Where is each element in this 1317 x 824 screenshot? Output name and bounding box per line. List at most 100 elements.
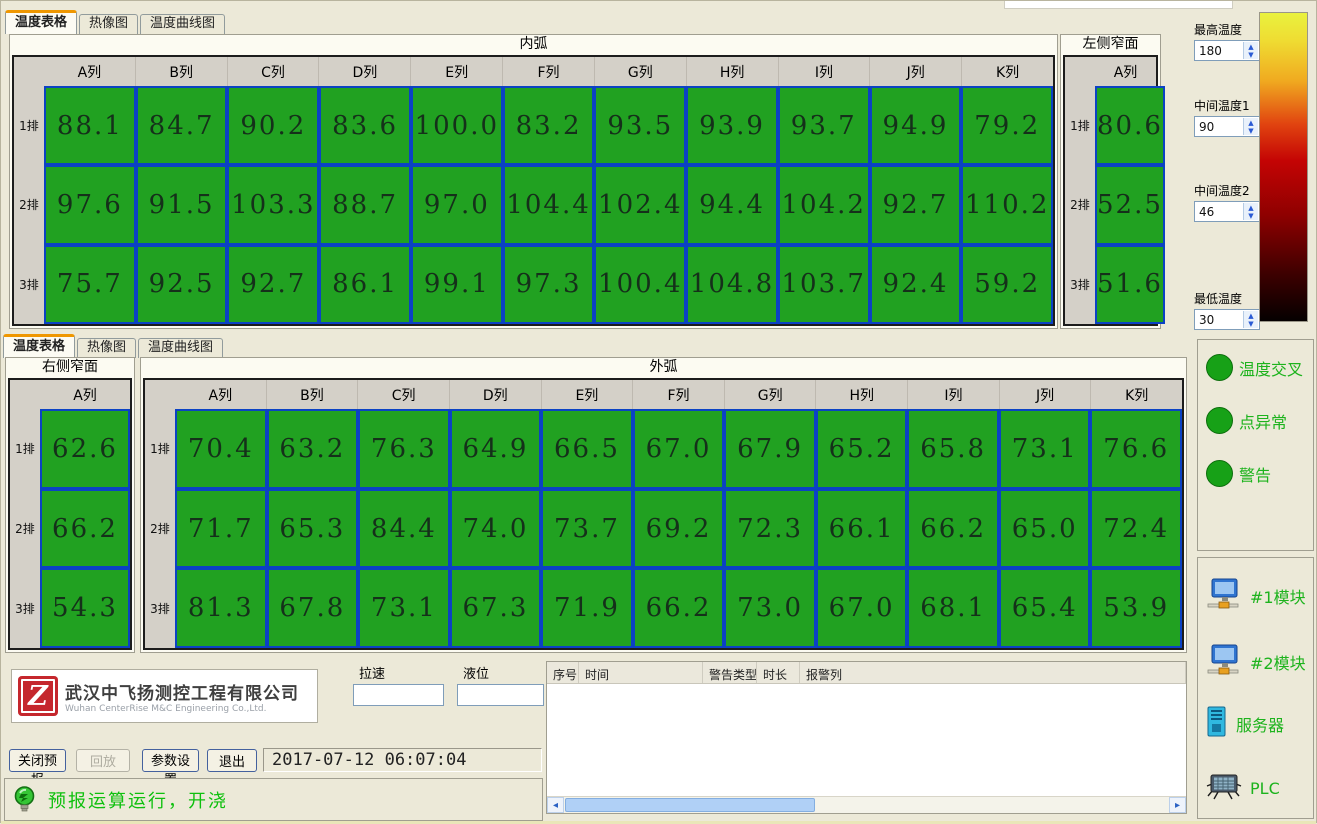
temp-cell: 103.3: [227, 165, 320, 245]
scroll-left-icon[interactable]: ◂: [547, 797, 564, 813]
column-header: F列: [633, 380, 725, 409]
liquid-level-label: 液位: [463, 667, 490, 682]
corner-cell: [1065, 57, 1095, 86]
column-header: J列: [999, 380, 1092, 409]
spinner-down-icon[interactable]: ▼: [1248, 50, 1254, 59]
status-light-icon: [1206, 407, 1233, 434]
temp-cell: 67.8: [266, 568, 359, 649]
table-header-row: A列 B列 C列 D列 E列 F列 G列 H列 I列 J列 K列: [145, 380, 1183, 409]
temp-cell: 81.3: [175, 568, 267, 649]
param-settings-button[interactable]: 参数设置: [142, 749, 199, 788]
col-duration[interactable]: 时长: [757, 662, 800, 683]
temp-cell: 73.1: [358, 568, 450, 649]
temp-cell: 66.2: [632, 568, 725, 649]
status-bar: 预报运算运行，开浇: [4, 778, 543, 821]
mid-temp2-label: 中间温度2: [1194, 184, 1250, 198]
temp-cell: 53.9: [1090, 568, 1183, 649]
temp-cell: 83.6: [319, 86, 411, 166]
corner-cell: [145, 380, 175, 409]
table-row: 3排 81.3 67.8 73.1 67.3 71.9 66.2 73.0 67.0 68.1 65…: [145, 568, 1183, 649]
corner-cell: [10, 380, 40, 409]
table-row: 2排 52.5: [1065, 165, 1165, 245]
tab-temp-table[interactable]: 温度表格: [3, 334, 76, 358]
temp-cell: 79.2: [961, 86, 1054, 166]
temp-cell: 94.9: [869, 86, 962, 166]
row-label: 2排: [14, 165, 44, 245]
inner-arc-table: A列 B列 C列 D列 E列 F列 G列 H列 I列 J列 K列 1排 88.1 84.7 90.2 83.6…: [12, 55, 1055, 326]
scroll-right-icon[interactable]: ▸: [1169, 797, 1186, 813]
temp-cell: 86.1: [319, 244, 411, 324]
column-header: A列: [44, 57, 136, 86]
min-temp-spinner[interactable]: 30 ▲ ▼: [1194, 309, 1260, 330]
temp-cell: 68.1: [907, 568, 999, 649]
temp-cell: 65.2: [815, 409, 908, 489]
temp-cell: 102.4: [594, 165, 687, 245]
status-light-icon: [1206, 354, 1233, 381]
temp-cell: 103.7: [777, 244, 870, 324]
close-forecast-button[interactable]: 关闭预报: [9, 749, 66, 788]
col-seq[interactable]: 序号: [547, 662, 579, 683]
col-alarm-column[interactable]: 报警列: [800, 662, 1186, 683]
temp-cell: 104.2: [777, 165, 870, 245]
spinner-down-icon[interactable]: ▼: [1248, 211, 1254, 220]
temp-cell: 65.0: [998, 488, 1091, 569]
scrollbar-thumb[interactable]: [565, 798, 815, 812]
table-header-row: A列 B列 C列 D列 E列 F列 G列 H列 I列 J列 K列: [14, 57, 1053, 86]
indicator-temp-cross: 温度交叉: [1206, 354, 1303, 381]
tab-thermal-image[interactable]: 热像图: [77, 338, 137, 358]
row-label: 1排: [1065, 86, 1095, 166]
spinner-buttons[interactable]: ▲ ▼: [1243, 203, 1258, 220]
temp-cell: 80.6: [1095, 86, 1165, 166]
company-logo-letter: Z: [28, 680, 48, 712]
spinner-buttons[interactable]: ▲ ▼: [1243, 311, 1258, 328]
mid-temp1-spinner[interactable]: 90 ▲ ▼: [1194, 116, 1260, 137]
liquid-level-field[interactable]: [457, 684, 544, 706]
spinner-up-icon[interactable]: ▲: [1248, 118, 1254, 127]
spinner-buttons[interactable]: ▲ ▼: [1243, 42, 1258, 59]
min-temp-setting: 最低温度 30 ▲ ▼: [1194, 290, 1262, 330]
spinner-up-icon[interactable]: ▲: [1248, 203, 1254, 212]
left-narrow-table: A列 1排 80.6 2排 52.5 3排 51.6: [1063, 55, 1165, 326]
temp-cell: 92.7: [869, 165, 962, 245]
table-row: 3排 75.7 92.5 92.7 86.1 99.1 97.3 100.4 104.8 103.…: [14, 244, 1054, 324]
tab-thermal-image[interactable]: 热像图: [79, 14, 139, 34]
row-label: 2排: [145, 488, 175, 569]
column-header: H列: [816, 380, 909, 409]
temp-cell: 92.5: [135, 244, 228, 324]
spinner-down-icon[interactable]: ▼: [1248, 319, 1254, 328]
table-row: 2排 97.6 91.5 103.3 88.7 97.0 104.4 102.4 94.4 104…: [14, 165, 1054, 245]
spinner-up-icon[interactable]: ▲: [1248, 311, 1254, 320]
spinner-up-icon[interactable]: ▲: [1248, 42, 1254, 51]
temp-cell: 93.5: [594, 86, 687, 166]
mid-temp2-spinner[interactable]: 46 ▲ ▼: [1194, 201, 1260, 222]
alarm-hscrollbar[interactable]: ◂ ▸: [547, 796, 1186, 813]
column-header: F列: [503, 57, 595, 86]
corner-cell: [14, 57, 44, 86]
col-time[interactable]: 时间: [579, 662, 703, 683]
tab-temp-table[interactable]: 温度表格: [5, 10, 78, 34]
right-narrow-title: 右侧窄面: [6, 358, 134, 377]
col-warning-type[interactable]: 警告类型: [703, 662, 757, 683]
spinner-down-icon[interactable]: ▼: [1248, 126, 1254, 135]
row-label: 1排: [145, 409, 175, 489]
temp-cell: 75.7: [44, 244, 136, 324]
row-label: 3排: [14, 244, 44, 324]
server-item: 服务器: [1206, 706, 1284, 742]
exit-button[interactable]: 退出: [207, 749, 257, 772]
column-header: B列: [135, 57, 228, 86]
tab-temp-curve[interactable]: 温度曲线图: [140, 14, 226, 34]
max-temp-spinner[interactable]: 180 ▲ ▼: [1194, 40, 1260, 61]
mid-temp1-setting: 中间温度1 90 ▲ ▼: [1194, 97, 1262, 137]
temp-cell: 64.9: [449, 409, 542, 489]
table-row: 2排 71.7 65.3 84.4 74.0 73.7 69.2 72.3 66.1 66.2 65…: [145, 488, 1183, 569]
replay-button: 回放: [76, 749, 130, 772]
tab-temp-curve[interactable]: 温度曲线图: [138, 338, 224, 358]
indicator-temp-cross-label: 温度交叉: [1239, 359, 1304, 379]
window-edge-strip: [1004, 1, 1233, 9]
spinner-buttons[interactable]: ▲ ▼: [1243, 118, 1258, 135]
max-temp-value: 180: [1199, 44, 1222, 58]
pull-speed-field[interactable]: [353, 684, 444, 706]
temp-cell: 97.6: [44, 165, 136, 245]
table-row: 1排 62.6: [10, 409, 130, 489]
temp-cell: 66.2: [907, 488, 999, 569]
